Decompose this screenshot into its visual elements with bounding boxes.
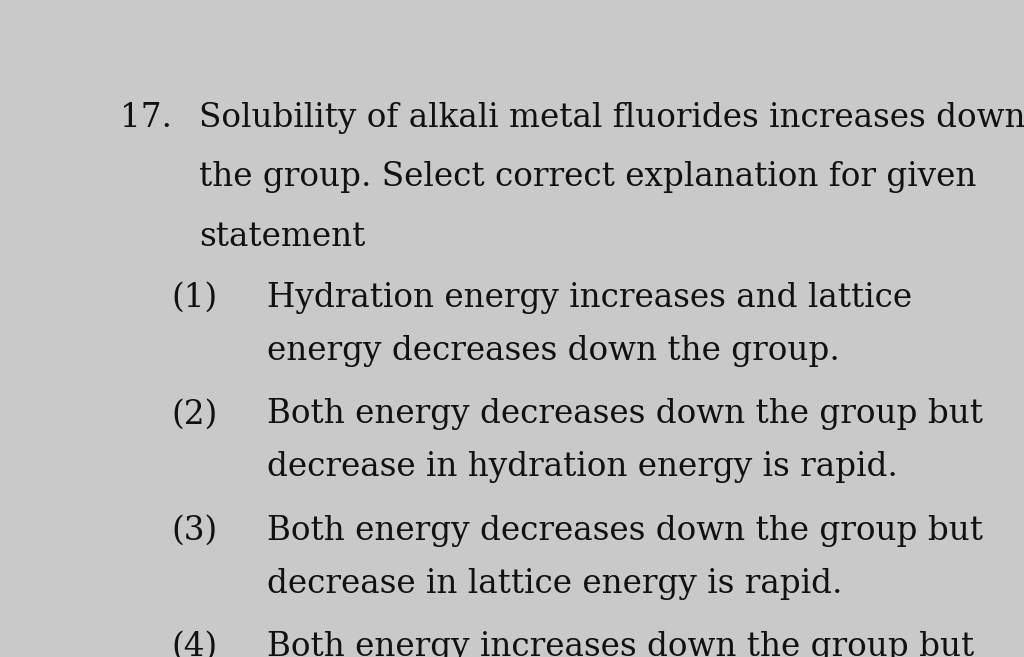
- Text: (2): (2): [172, 398, 218, 430]
- Text: decrease in lattice energy is rapid.: decrease in lattice energy is rapid.: [267, 568, 843, 600]
- Text: statement: statement: [200, 221, 366, 253]
- Text: 17.: 17.: [120, 102, 172, 133]
- Text: Solubility of alkali metal fluorides increases down: Solubility of alkali metal fluorides inc…: [200, 102, 1024, 133]
- Text: (3): (3): [172, 514, 218, 547]
- Text: energy decreases down the group.: energy decreases down the group.: [267, 335, 840, 367]
- Text: Both energy decreases down the group but: Both energy decreases down the group but: [267, 514, 983, 547]
- Text: (4): (4): [172, 631, 218, 657]
- Text: Both energy increases down the group but: Both energy increases down the group but: [267, 631, 974, 657]
- Text: (1): (1): [172, 282, 218, 314]
- Text: Hydration energy increases and lattice: Hydration energy increases and lattice: [267, 282, 912, 314]
- Text: the group. Select correct explanation for given: the group. Select correct explanation fo…: [200, 162, 977, 193]
- Text: decrease in hydration energy is rapid.: decrease in hydration energy is rapid.: [267, 451, 898, 484]
- Text: Both energy decreases down the group but: Both energy decreases down the group but: [267, 398, 983, 430]
